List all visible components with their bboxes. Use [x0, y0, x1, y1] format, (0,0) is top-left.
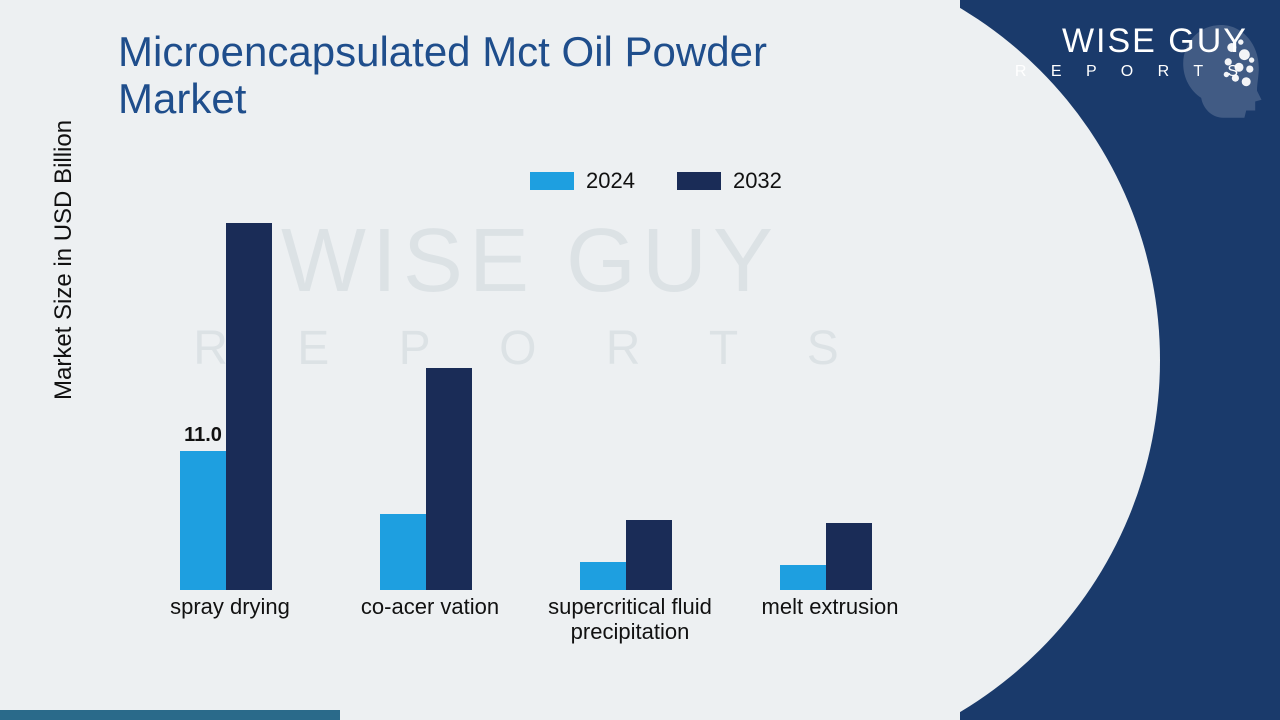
y-axis-label: Market Size in USD Billion — [50, 120, 78, 400]
legend-label: 2032 — [733, 168, 782, 194]
bar-chart: 11.0 — [100, 210, 960, 590]
legend-item: 2032 — [677, 168, 782, 194]
bar — [226, 223, 272, 590]
legend-label: 2024 — [586, 168, 635, 194]
bar — [626, 520, 672, 590]
legend-item: 2024 — [530, 168, 635, 194]
bar — [180, 451, 226, 590]
bar-group — [360, 210, 500, 590]
plot-area: 11.0 — [100, 210, 960, 590]
x-axis-label: supercritical fluid precipitation — [545, 594, 715, 645]
head-icon — [1176, 20, 1266, 120]
page: WISE GUY R E P O R T S Microencapsulated… — [0, 0, 1280, 720]
x-axis-label: spray drying — [145, 594, 315, 619]
bar-group — [560, 210, 700, 590]
bar-group: 11.0 — [160, 210, 300, 590]
x-axis-label: melt extrusion — [745, 594, 915, 619]
bar — [426, 368, 472, 590]
bar — [826, 523, 872, 590]
bar-group — [760, 210, 900, 590]
bar — [380, 514, 426, 590]
x-axis-label: co-acer vation — [345, 594, 515, 619]
bar — [580, 562, 626, 590]
legend: 2024 2032 — [530, 168, 782, 194]
page-title: Microencapsulated Mct Oil Powder Market — [118, 28, 838, 122]
legend-swatch — [677, 172, 721, 190]
bar — [780, 565, 826, 590]
bottom-accent-bar — [0, 710, 340, 720]
legend-swatch — [530, 172, 574, 190]
x-axis-labels: spray drying co-acer vation supercritical … — [100, 594, 960, 704]
